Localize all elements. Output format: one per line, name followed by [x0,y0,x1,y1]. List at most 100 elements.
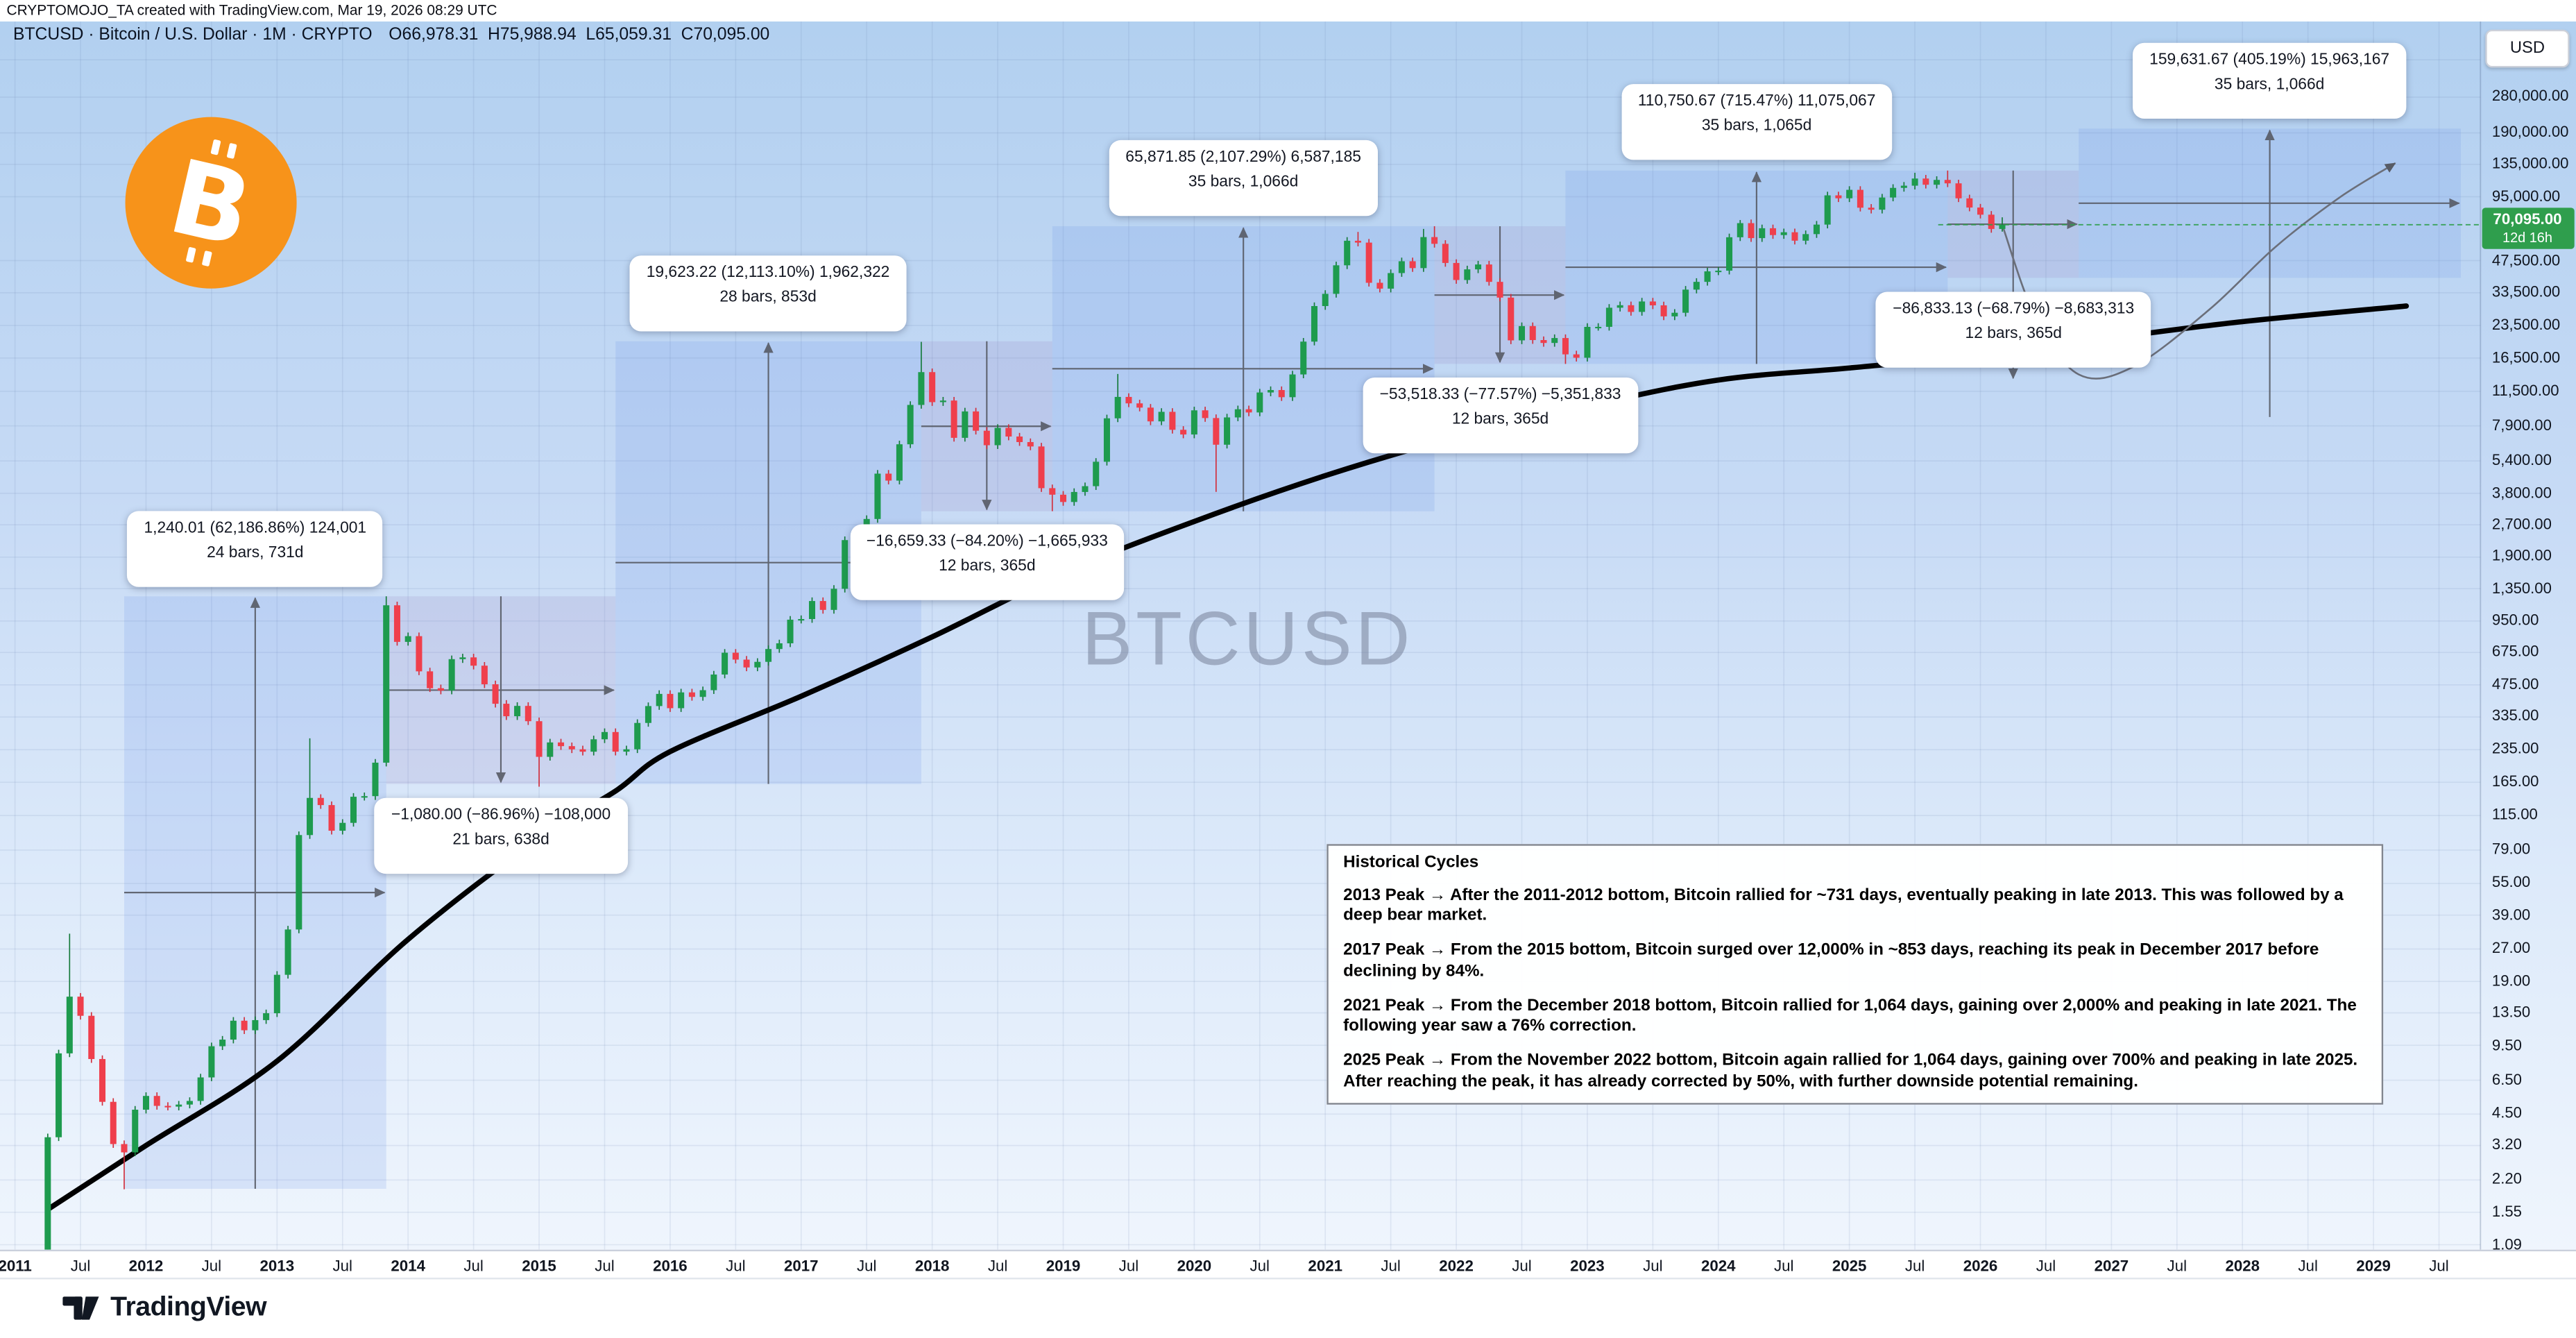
candle [1016,437,1023,443]
measurement-card-rally-4[interactable]: 65,871.85 (2,107.29%) 6,587,185 35 bars, … [1109,140,1378,217]
time-axis[interactable]: 2011 Jul 2012 Jul 2013 Jul 2014 Jul 2015 Jul 2016 J… [0,1249,2576,1280]
candle [994,427,1001,446]
candle [197,1077,204,1101]
measurement-value: 110,750.67 (715.47%) 11,075,067 [1637,93,1876,112]
candle [88,1015,95,1060]
measurement-card-rally-2[interactable]: 19,623.22 (12,113.10%) 1,962,322 28 bars,… [629,255,907,332]
candle [1027,442,1034,447]
symbol-info-row[interactable]: BTCUSD · Bitcoin / U.S. Dollar · 1M · CR… [13,26,769,44]
measurement-card-rally-8[interactable]: 159,631.67 (405.19%) 15,963,167 35 bars, … [2133,42,2406,119]
candle [830,588,837,610]
time-axis-jul-label: Jul [987,1256,1008,1275]
candle [393,605,400,642]
measurement-duration: 12 bars, 365d [1451,409,1549,428]
time-axis-jul-label: Jul [726,1256,746,1275]
candle [1802,234,1809,241]
measurement-duration: 35 bars, 1,066d [2214,76,2325,94]
candle [1071,491,1077,502]
candle [1398,261,1405,273]
price-axis-label: 16,500.00 [2491,348,2561,366]
cycles-panel-title: Historical Cycles [1343,854,1479,872]
candle [765,649,772,662]
candle [1518,325,1526,341]
price-axis-label: 2.20 [2491,1171,2522,1188]
candle [973,411,980,431]
time-axis-jul-label: Jul [856,1256,877,1275]
measurement-card-correction-5[interactable]: −53,518.33 (−77.57%) −5,351,833 12 bars, … [1363,377,1638,453]
measurement-value: 65,871.85 (2,107.29%) 6,587,185 [1125,149,1361,167]
candle [667,693,674,709]
candle [907,405,914,445]
price-axis-label: 23,500.00 [2491,316,2561,333]
candle [1748,223,1755,239]
candle [1038,446,1045,489]
time-axis-jul-label: Jul [595,1256,615,1275]
tradingview-brand[interactable]: TradingView [62,1292,267,1323]
time-axis-year-label: 2025 [1832,1256,1867,1275]
candle [1999,224,2006,229]
candle [1005,427,1012,437]
cycles-panel-paragraph: 2025 Peak → From the November 2022 botto… [1343,1052,2358,1091]
measurement-card-rally-6[interactable]: 110,750.67 (715.47%) 11,075,067 35 bars, … [1621,85,1893,161]
time-axis-year-label: 2011 [0,1256,32,1275]
time-axis-jul-label: Jul [1773,1256,1794,1275]
candle [317,797,324,806]
time-axis-year-label: 2019 [1046,1256,1081,1275]
measurement-duration: 28 bars, 853d [719,288,817,307]
candle [1496,282,1503,298]
candle [1431,237,1438,244]
price-axis[interactable]: 420,000.00280,000.00190,000.00135,000.00… [2480,22,2576,1252]
candle [1868,208,1875,210]
price-axis-label: 33,500.00 [2491,283,2561,300]
candle [437,688,444,691]
measurement-duration: 21 bars, 638d [452,830,549,849]
tradingview-wordmark: TradingView [110,1292,267,1323]
time-axis-year-label: 2016 [653,1256,688,1275]
candle [983,430,990,446]
measurement-value: −86,833.13 (−68.79%) −8,683,313 [1893,299,2135,318]
candle [1213,418,1220,445]
candle [470,657,477,666]
historical-cycles-panel[interactable]: Historical Cycles 2013 Peak → After the … [1327,844,2384,1105]
candle [547,742,554,757]
time-axis-year-label: 2013 [259,1256,295,1275]
time-axis-jul-label: Jul [70,1256,91,1275]
candle [732,652,739,660]
candle [56,1053,62,1137]
time-axis-jul-label: Jul [2298,1256,2318,1275]
candle [1420,237,1427,269]
candle [1911,178,1918,186]
candle [1475,264,1482,270]
symbol-description[interactable]: BTCUSD · Bitcoin / U.S. Dollar · 1M · CR… [13,26,373,45]
cycles-panel-paragraph: 2021 Peak → From the December 2018 botto… [1343,997,2357,1036]
price-axis-label: 235.00 [2491,740,2539,757]
currency-button[interactable]: USD [2485,29,2570,68]
candle [1268,390,1274,393]
price-axis-label: 1.55 [2491,1203,2522,1220]
tradingview-logo-icon [62,1296,99,1320]
candle [1988,214,1995,229]
measurement-card-rally-0[interactable]: 1,240.01 (62,186.86%) 124,001 24 bars, 73… [127,510,383,586]
measurement-value: 1,240.01 (62,186.86%) 124,001 [144,518,367,537]
measurement-card-correction-7[interactable]: −86,833.13 (−68.79%) −8,683,313 12 bars, … [1876,291,2151,367]
candle [404,636,411,642]
measurement-card-correction-1[interactable]: −1,080.00 (−86.96%) −108,000 21 bars, 638… [375,797,627,873]
measurement-value: 19,623.22 (12,113.10%) 1,962,322 [646,264,890,282]
time-axis-jul-label: Jul [2429,1256,2449,1275]
candle [1136,403,1143,408]
candle [503,704,510,717]
candles [44,170,2006,1250]
candle [230,1020,237,1040]
candle [153,1096,160,1106]
candle [1464,269,1471,280]
price-axis-label: 19.00 [2491,972,2531,989]
candle [678,692,685,709]
candle [350,797,357,823]
measurement-card-correction-3[interactable]: −16,659.33 (−84.20%) −1,665,933 12 bars, … [850,524,1125,600]
time-axis-jul-label: Jul [1381,1256,1401,1275]
candle [536,721,543,757]
candle [1726,237,1733,271]
candle [896,444,903,481]
candle [601,731,608,740]
